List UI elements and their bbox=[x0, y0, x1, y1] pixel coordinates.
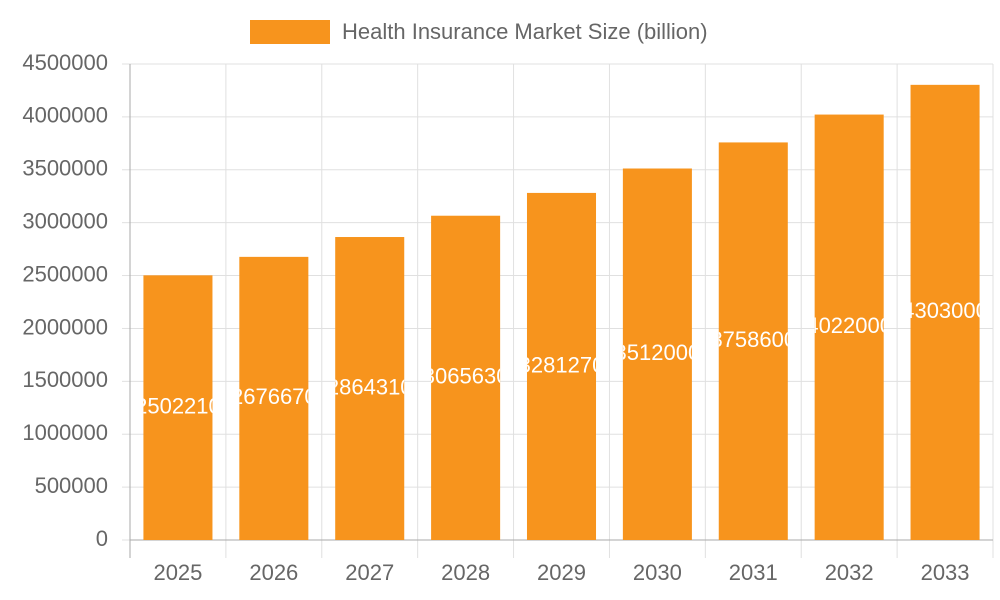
data-label: 3281270 bbox=[519, 352, 605, 377]
y-tick-label: 1000000 bbox=[22, 420, 108, 445]
bar bbox=[910, 84, 980, 540]
y-tick-label: 500000 bbox=[35, 473, 108, 498]
data-label: 2864310 bbox=[327, 374, 413, 399]
bar bbox=[814, 114, 884, 541]
x-tick-label: 2026 bbox=[249, 560, 298, 585]
y-tick-label: 3500000 bbox=[22, 156, 108, 181]
data-label: 2676670 bbox=[231, 384, 317, 409]
data-label: 3758600 bbox=[710, 327, 796, 352]
y-tick-label: 4500000 bbox=[22, 50, 108, 75]
y-tick-label: 2500000 bbox=[22, 261, 108, 286]
y-tick-label: 2000000 bbox=[22, 314, 108, 339]
legend-swatch bbox=[250, 20, 330, 44]
x-tick-label: 2031 bbox=[729, 560, 778, 585]
y-tick-label: 1500000 bbox=[22, 367, 108, 392]
x-tick-label: 2028 bbox=[441, 560, 490, 585]
bar bbox=[718, 142, 788, 540]
legend-label: Health Insurance Market Size (billion) bbox=[342, 19, 708, 44]
y-tick-label: 0 bbox=[96, 526, 108, 551]
bar bbox=[239, 256, 309, 540]
x-tick-label: 2029 bbox=[537, 560, 586, 585]
data-label: 3512000 bbox=[615, 340, 701, 365]
data-label: 3065630 bbox=[423, 364, 509, 389]
bar bbox=[526, 192, 597, 540]
data-label: 4303000 bbox=[902, 298, 988, 323]
x-tick-label: 2030 bbox=[633, 560, 682, 585]
bar bbox=[335, 237, 405, 540]
x-tick-label: 2032 bbox=[825, 560, 874, 585]
y-tick-label: 4000000 bbox=[22, 103, 108, 128]
bar bbox=[143, 275, 213, 540]
bar bbox=[431, 215, 501, 540]
x-tick-label: 2025 bbox=[153, 560, 202, 585]
data-label: 2502210 bbox=[135, 393, 221, 418]
x-tick-label: 2033 bbox=[921, 560, 970, 585]
x-tick-label: 2027 bbox=[345, 560, 394, 585]
bar bbox=[622, 168, 692, 541]
data-label: 4022000 bbox=[806, 313, 892, 338]
y-tick-label: 3000000 bbox=[22, 208, 108, 233]
